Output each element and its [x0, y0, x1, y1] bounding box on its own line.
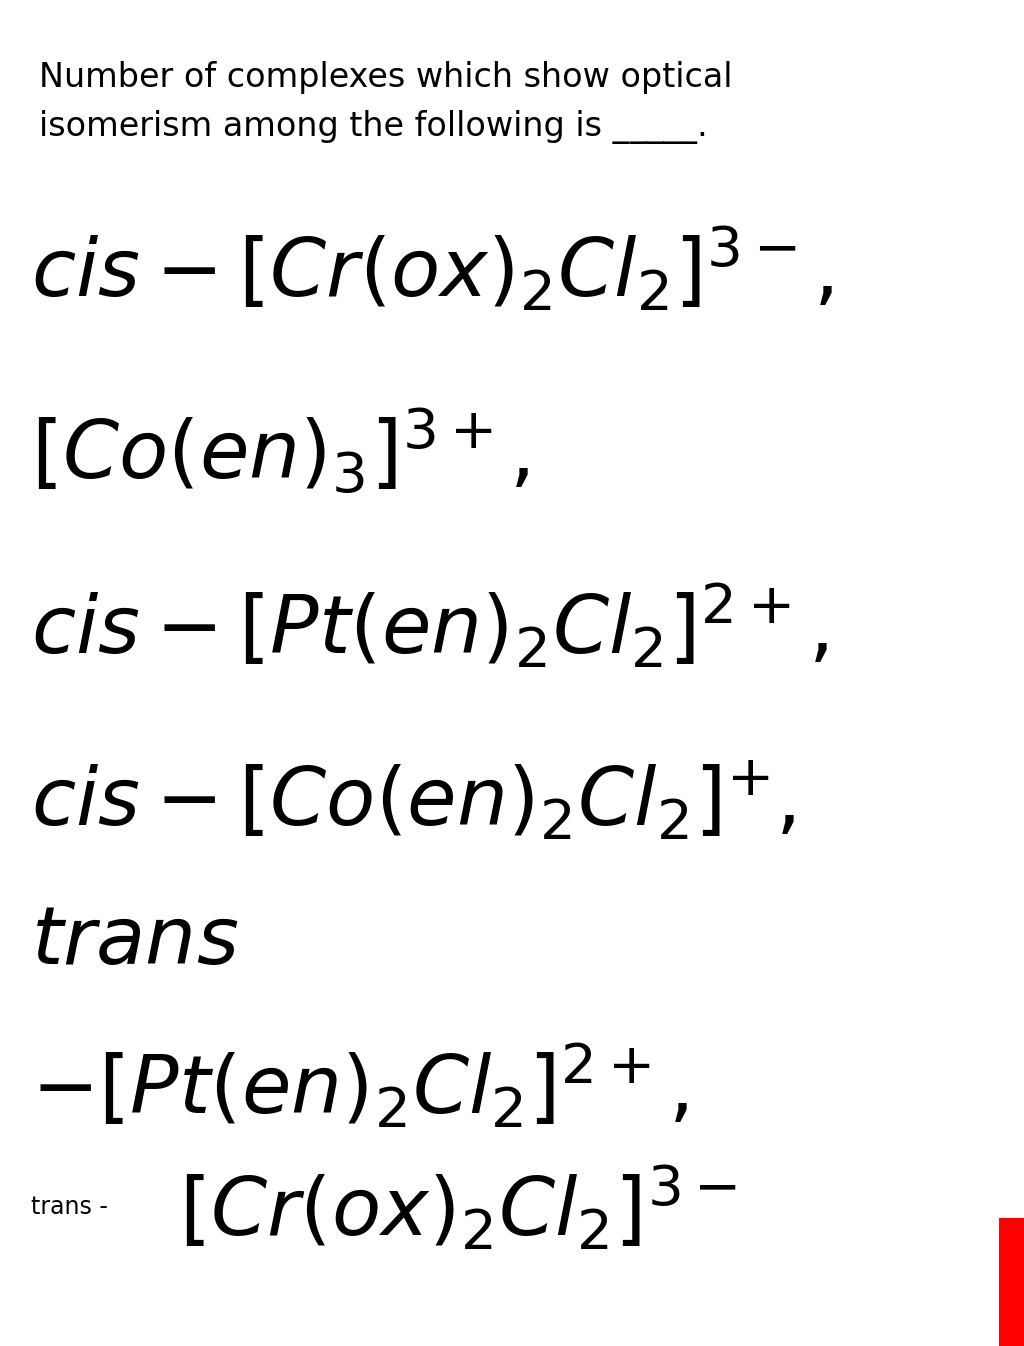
Text: $\mathit{cis} - [Pt(en)_2Cl_2]^{2+},$: $\mathit{cis} - [Pt(en)_2Cl_2]^{2+},$ — [31, 581, 827, 670]
Bar — [999, 1218, 1024, 1346]
Text: $\mathit{trans}$: $\mathit{trans}$ — [31, 903, 238, 981]
Text: trans -: trans - — [31, 1195, 108, 1219]
Text: $[Co(en)_3]^{3+},$: $[Co(en)_3]^{3+},$ — [31, 405, 528, 497]
Text: $[Cr(ox)_2Cl_2]^{3-}$: $[Cr(ox)_2Cl_2]^{3-}$ — [179, 1163, 737, 1252]
Text: $- [Pt(en)_2Cl_2]^{2+},$: $- [Pt(en)_2Cl_2]^{2+},$ — [31, 1042, 687, 1131]
Text: isomerism among the following is _____.: isomerism among the following is _____. — [39, 110, 708, 144]
Text: Number of complexes which show optical: Number of complexes which show optical — [39, 61, 732, 94]
Text: $\mathit{cis} - [Co(en)_2Cl_2]^{+},$: $\mathit{cis} - [Co(en)_2Cl_2]^{+},$ — [31, 759, 795, 843]
Text: $\mathit{cis} - [Cr(ox)_2Cl_2]^{3-},$: $\mathit{cis} - [Cr(ox)_2Cl_2]^{3-},$ — [31, 225, 833, 314]
